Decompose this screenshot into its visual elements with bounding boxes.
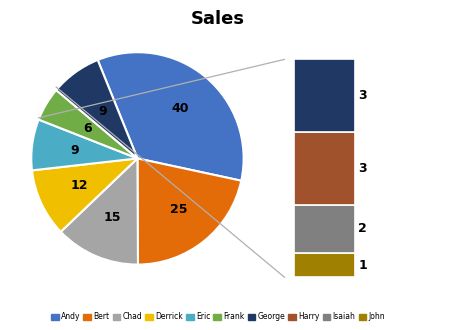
- Wedge shape: [61, 158, 138, 265]
- Text: 1: 1: [358, 259, 367, 272]
- Text: 40: 40: [171, 102, 189, 115]
- Wedge shape: [31, 119, 137, 170]
- Text: 9: 9: [99, 105, 108, 117]
- Text: 2: 2: [358, 222, 367, 235]
- Bar: [294, 132, 355, 205]
- Wedge shape: [32, 158, 137, 232]
- Legend: Andy, Bert, Chad, Derrick, Eric, Frank, George, Harry, Isaiah, John: Andy, Bert, Chad, Derrick, Eric, Frank, …: [48, 310, 388, 324]
- Bar: [294, 59, 355, 132]
- Wedge shape: [56, 60, 137, 158]
- Text: 12: 12: [71, 179, 89, 192]
- Bar: [294, 205, 355, 253]
- Bar: [294, 253, 355, 277]
- Text: 3: 3: [358, 162, 367, 175]
- Wedge shape: [39, 90, 137, 158]
- Text: 6: 6: [83, 122, 91, 135]
- Wedge shape: [98, 52, 244, 181]
- Text: Sales: Sales: [191, 10, 245, 28]
- Text: 15: 15: [104, 211, 121, 223]
- Wedge shape: [137, 158, 241, 265]
- Text: 9: 9: [70, 144, 79, 157]
- Text: 25: 25: [170, 203, 188, 216]
- Text: 3: 3: [358, 89, 367, 102]
